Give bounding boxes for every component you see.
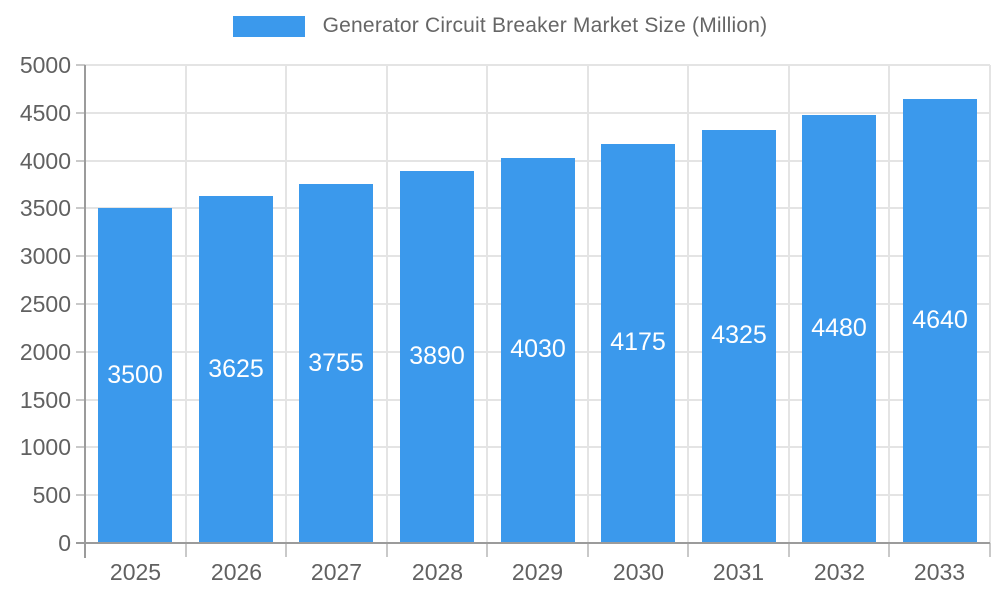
chart-legend: Generator Circuit Breaker Market Size (M… bbox=[0, 14, 1000, 38]
x-tick-mark bbox=[989, 543, 991, 557]
x-tick-mark bbox=[285, 543, 288, 557]
x-tick-mark bbox=[687, 543, 690, 557]
legend-swatch bbox=[232, 15, 305, 37]
bar-value-label: 3500 bbox=[107, 360, 163, 389]
x-tick-mark bbox=[586, 543, 589, 557]
bar-value-label: 4640 bbox=[912, 306, 968, 335]
y-tick-mark bbox=[76, 207, 85, 210]
legend-label: Generator Circuit Breaker Market Size (M… bbox=[322, 14, 768, 37]
x-gridline bbox=[486, 65, 489, 543]
x-tick-mark bbox=[888, 543, 891, 557]
x-tick-mark bbox=[787, 543, 790, 557]
y-tick-label: 1500 bbox=[19, 386, 71, 413]
x-tick-label: 2025 bbox=[109, 559, 162, 585]
x-tick-label: 2032 bbox=[813, 559, 866, 585]
bar-value-label: 4480 bbox=[811, 313, 867, 342]
bar-value-label: 3625 bbox=[208, 354, 264, 383]
y-tick-label: 0 bbox=[58, 530, 71, 556]
bar: 3755 bbox=[299, 184, 373, 542]
y-tick-label: 3000 bbox=[19, 243, 71, 270]
x-tick-label: 2031 bbox=[712, 559, 765, 585]
bar: 3890 bbox=[400, 171, 474, 542]
x-tick-mark bbox=[385, 543, 388, 557]
bar: 4480 bbox=[802, 114, 876, 542]
y-tick-mark bbox=[76, 494, 85, 497]
x-gridline bbox=[888, 65, 891, 543]
x-gridline bbox=[184, 65, 187, 543]
y-tick-mark bbox=[76, 398, 85, 401]
x-gridline bbox=[787, 65, 790, 543]
y-axis-line bbox=[84, 65, 86, 558]
bar: 4640 bbox=[903, 99, 977, 542]
x-tick-label: 2033 bbox=[913, 559, 966, 585]
y-tick-label: 3500 bbox=[19, 195, 71, 222]
y-tick-label: 2500 bbox=[19, 291, 71, 317]
legend-item[interactable]: Generator Circuit Breaker Market Size (M… bbox=[232, 14, 768, 38]
x-tick-label: 2028 bbox=[411, 559, 464, 585]
x-gridline bbox=[989, 65, 991, 543]
x-tick-label: 2026 bbox=[210, 559, 263, 585]
bar-value-label: 3890 bbox=[409, 342, 465, 371]
bar-value-label: 4325 bbox=[711, 321, 767, 350]
y-tick-label: 5000 bbox=[19, 52, 71, 78]
y-tick-mark bbox=[76, 111, 85, 114]
bar-value-label: 4175 bbox=[610, 328, 666, 357]
y-tick-mark bbox=[76, 159, 85, 162]
y-tick-label: 1000 bbox=[19, 434, 71, 461]
y-tick-mark bbox=[76, 64, 85, 66]
y-tick-mark bbox=[76, 255, 85, 258]
y-tick-label: 4000 bbox=[19, 147, 71, 174]
y-tick-label: 2000 bbox=[19, 338, 71, 365]
x-gridline bbox=[586, 65, 589, 543]
y-tick-mark bbox=[76, 350, 85, 353]
bar: 4030 bbox=[501, 157, 575, 542]
bar: 3500 bbox=[98, 208, 172, 542]
y-tick-mark bbox=[76, 303, 85, 305]
bar: 3625 bbox=[199, 196, 273, 542]
x-gridline bbox=[285, 65, 288, 543]
bar-value-label: 4030 bbox=[510, 335, 566, 364]
x-tick-mark bbox=[486, 543, 489, 557]
bar: 4325 bbox=[702, 129, 776, 542]
x-gridline bbox=[687, 65, 690, 543]
bar-value-label: 3755 bbox=[308, 348, 364, 377]
x-tick-label: 2027 bbox=[310, 559, 363, 585]
y-tick-label: 4500 bbox=[19, 99, 71, 126]
x-tick-label: 2030 bbox=[612, 559, 665, 585]
x-tick-label: 2029 bbox=[511, 559, 564, 585]
x-tick-mark bbox=[184, 543, 187, 557]
y-tick-mark bbox=[76, 446, 85, 449]
x-axis-line bbox=[76, 542, 990, 544]
x-gridline bbox=[385, 65, 388, 543]
y-gridline bbox=[85, 64, 990, 66]
bar: 4175 bbox=[601, 143, 675, 542]
y-gridline bbox=[85, 111, 990, 114]
y-tick-label: 500 bbox=[32, 482, 71, 509]
